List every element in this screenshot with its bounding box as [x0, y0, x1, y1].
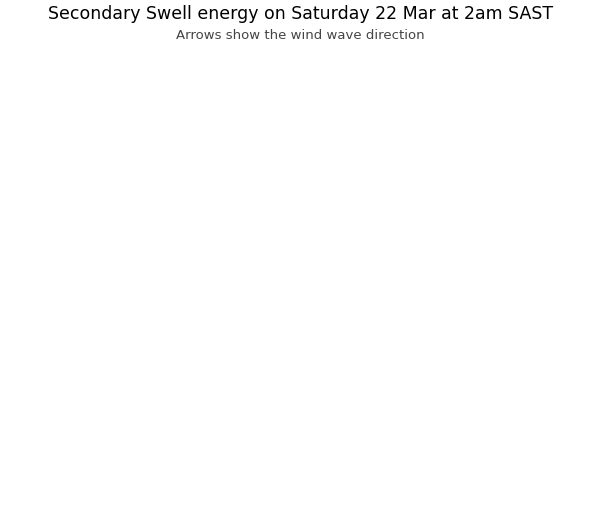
- Text: Arrows show the wind wave direction: Arrows show the wind wave direction: [176, 29, 425, 41]
- Text: Secondary Swell energy on Saturday 22 Mar at 2am SAST: Secondary Swell energy on Saturday 22 Ma…: [48, 6, 553, 24]
- Text: cartopy not available: cartopy not available: [197, 268, 404, 288]
